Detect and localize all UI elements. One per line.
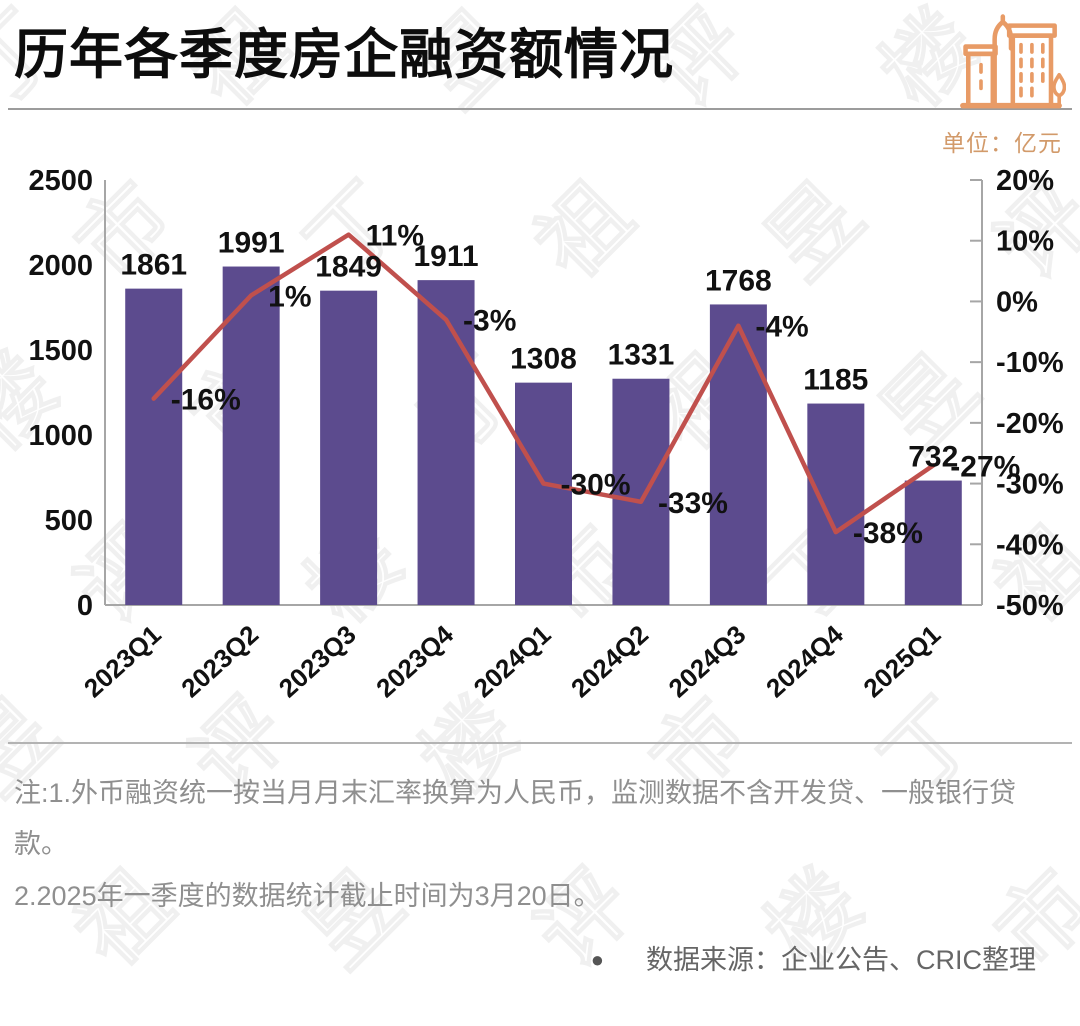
note-line-1: 注:1.外币融资统一按当月月末汇率换算为人民币，监测数据不含开发贷、一般银行贷款… xyxy=(14,778,1017,860)
notes-divider xyxy=(8,742,1072,744)
bar-value-label: 732 xyxy=(908,441,958,474)
bar-value-label: 1911 xyxy=(414,240,479,273)
line-value-label: -3% xyxy=(463,305,516,338)
bar xyxy=(320,290,378,605)
source-text: 数据来源：企业公告、CRIC整理 xyxy=(646,944,1036,975)
right-axis-tick-label: 10% xyxy=(996,226,1054,258)
note-line-2: 2.2025年一季度的数据统计截止时间为3月20日。 xyxy=(14,880,601,911)
bar xyxy=(709,304,767,605)
bar-value-label: 1185 xyxy=(803,364,868,397)
left-axis-tick-label: 500 xyxy=(45,505,93,537)
right-axis-tick-label: -50% xyxy=(996,590,1064,622)
x-axis-category-label: 2023Q1 xyxy=(78,619,167,703)
bar xyxy=(904,480,962,605)
chart-canvas: 2500 2000 1500 1000 500 0 20% 10% 0% -10% -20% -30%… xyxy=(28,165,1064,704)
line-value-label: 1% xyxy=(268,280,311,313)
bullet-icon: ● xyxy=(590,946,604,972)
x-axis-category-label: 2024Q4 xyxy=(760,619,849,704)
growth-line xyxy=(151,232,936,535)
bar xyxy=(612,378,670,605)
left-axis-tick-label: 2500 xyxy=(28,165,93,197)
x-axis-category-label: 2023Q3 xyxy=(273,619,362,703)
bar-value-label: 1308 xyxy=(510,343,577,376)
line-value-label: -27% xyxy=(950,450,1020,483)
line-value-label: -16% xyxy=(171,384,241,417)
bar-value-label: 1331 xyxy=(608,339,675,372)
bar-value-label: 1768 xyxy=(705,264,772,297)
line-value-label: -30% xyxy=(561,469,631,502)
notes: 注:1.外币融资统一按当月月末汇率换算为人民币，监测数据不含开发贷、一般银行贷款… xyxy=(0,744,1080,922)
x-axis-category-label: 2023Q2 xyxy=(175,619,264,703)
bar xyxy=(807,403,865,605)
page-title: 历年各季度房企融资额情况 xyxy=(14,25,674,85)
right-axis-tick-label: -20% xyxy=(996,408,1064,440)
x-axis-category-label: 2024Q1 xyxy=(468,619,557,703)
left-axis-tick-label: 1500 xyxy=(28,335,93,367)
bar-value-label: 1861 xyxy=(120,249,187,282)
chart-area: 单位：亿元 2500 2000 1500 1000 500 0 20% 10% 0% -10% -2… xyxy=(0,110,1080,742)
left-axis-tick-label: 2000 xyxy=(28,250,93,282)
title-divider xyxy=(8,108,1072,110)
buildings-icon xyxy=(960,14,1066,109)
left-axis-tick-label: 1000 xyxy=(28,420,93,452)
x-axis-category-label: 2023Q4 xyxy=(370,619,459,704)
header: 历年各季度房企融资额情况 xyxy=(0,0,1080,109)
left-axis-tick-label: 0 xyxy=(77,590,93,622)
bar xyxy=(222,266,280,605)
line-value-label: -33% xyxy=(658,487,728,520)
bar xyxy=(417,280,475,605)
x-axis-category-label: 2024Q2 xyxy=(565,619,654,703)
x-axis-category-label: 2025Q1 xyxy=(857,619,946,703)
line-value-label: -4% xyxy=(755,311,808,344)
line-value-label: -38% xyxy=(853,517,923,550)
x-axis-category-label: 2024Q3 xyxy=(663,619,752,703)
right-axis-tick-label: 0% xyxy=(996,286,1038,318)
right-axis-tick-label: -40% xyxy=(996,529,1064,561)
bar xyxy=(125,288,183,605)
right-axis-tick-label: -10% xyxy=(996,347,1064,379)
bar-value-label: 1849 xyxy=(315,251,382,284)
line-value-label: 11% xyxy=(366,220,424,253)
right-axis-tick-label: 20% xyxy=(996,165,1054,197)
unit-label: 单位：亿元 xyxy=(942,130,1062,156)
bar xyxy=(515,382,572,605)
source-row: ● 数据来源：企业公告、CRIC整理 xyxy=(0,938,1080,977)
right-axis-tick-label: -30% xyxy=(996,469,1064,501)
bar-value-label: 1991 xyxy=(218,227,285,260)
